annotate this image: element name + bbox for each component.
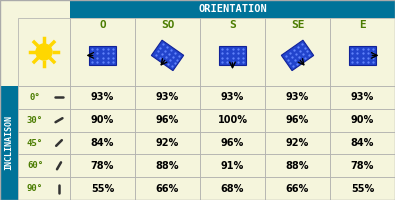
FancyBboxPatch shape (200, 132, 265, 154)
Text: 96%: 96% (221, 138, 244, 148)
Polygon shape (281, 40, 314, 71)
FancyBboxPatch shape (200, 18, 265, 86)
Text: 0°: 0° (30, 93, 40, 102)
Text: 66%: 66% (286, 184, 309, 194)
FancyBboxPatch shape (330, 177, 395, 200)
Text: 90°: 90° (27, 184, 43, 193)
Text: 88%: 88% (156, 161, 179, 171)
FancyBboxPatch shape (330, 154, 395, 177)
FancyBboxPatch shape (200, 86, 265, 109)
Text: 92%: 92% (156, 138, 179, 148)
Polygon shape (349, 46, 376, 65)
Text: INCLINAISON: INCLINAISON (4, 116, 13, 170)
FancyBboxPatch shape (18, 177, 70, 200)
Text: E: E (359, 20, 366, 30)
FancyBboxPatch shape (330, 18, 395, 86)
Text: 78%: 78% (351, 161, 374, 171)
Text: 93%: 93% (156, 92, 179, 102)
Circle shape (36, 44, 52, 60)
FancyBboxPatch shape (330, 109, 395, 132)
FancyBboxPatch shape (135, 109, 200, 132)
FancyBboxPatch shape (70, 18, 135, 86)
Text: 90%: 90% (351, 115, 374, 125)
FancyBboxPatch shape (18, 18, 70, 86)
Text: 45°: 45° (27, 138, 43, 147)
FancyBboxPatch shape (18, 132, 70, 154)
Text: 88%: 88% (286, 161, 309, 171)
FancyBboxPatch shape (265, 109, 330, 132)
FancyBboxPatch shape (18, 109, 70, 132)
FancyBboxPatch shape (70, 132, 135, 154)
FancyBboxPatch shape (70, 0, 395, 18)
Text: 68%: 68% (221, 184, 244, 194)
Text: 91%: 91% (221, 161, 244, 171)
FancyBboxPatch shape (200, 154, 265, 177)
Polygon shape (89, 46, 116, 65)
Text: 66%: 66% (156, 184, 179, 194)
FancyBboxPatch shape (265, 18, 330, 86)
Text: 55%: 55% (91, 184, 114, 194)
FancyBboxPatch shape (265, 132, 330, 154)
Text: 96%: 96% (286, 115, 309, 125)
Text: 93%: 93% (221, 92, 244, 102)
Polygon shape (219, 46, 246, 65)
Text: 84%: 84% (351, 138, 374, 148)
FancyBboxPatch shape (265, 86, 330, 109)
Text: 92%: 92% (286, 138, 309, 148)
FancyBboxPatch shape (70, 177, 135, 200)
Text: ORIENTATION: ORIENTATION (198, 4, 267, 14)
Text: 84%: 84% (91, 138, 114, 148)
FancyBboxPatch shape (135, 86, 200, 109)
FancyBboxPatch shape (265, 154, 330, 177)
FancyBboxPatch shape (135, 132, 200, 154)
Text: 78%: 78% (91, 161, 114, 171)
FancyBboxPatch shape (135, 177, 200, 200)
FancyBboxPatch shape (135, 154, 200, 177)
Text: 90%: 90% (91, 115, 114, 125)
Text: 93%: 93% (286, 92, 309, 102)
FancyBboxPatch shape (135, 18, 200, 86)
Text: 93%: 93% (351, 92, 374, 102)
Polygon shape (151, 40, 184, 71)
FancyBboxPatch shape (70, 154, 135, 177)
Text: 60°: 60° (27, 161, 43, 170)
FancyBboxPatch shape (0, 86, 18, 200)
Text: 100%: 100% (218, 115, 248, 125)
FancyBboxPatch shape (18, 154, 70, 177)
FancyBboxPatch shape (330, 86, 395, 109)
FancyBboxPatch shape (265, 177, 330, 200)
FancyBboxPatch shape (70, 86, 135, 109)
Text: SO: SO (161, 20, 174, 30)
FancyBboxPatch shape (330, 132, 395, 154)
Text: 96%: 96% (156, 115, 179, 125)
FancyBboxPatch shape (200, 109, 265, 132)
Text: S: S (229, 20, 236, 30)
Text: 93%: 93% (91, 92, 114, 102)
Text: O: O (99, 20, 106, 30)
Text: 30°: 30° (27, 116, 43, 125)
Text: 55%: 55% (351, 184, 374, 194)
FancyBboxPatch shape (70, 109, 135, 132)
FancyBboxPatch shape (200, 177, 265, 200)
FancyBboxPatch shape (18, 86, 70, 109)
Text: SE: SE (291, 20, 304, 30)
